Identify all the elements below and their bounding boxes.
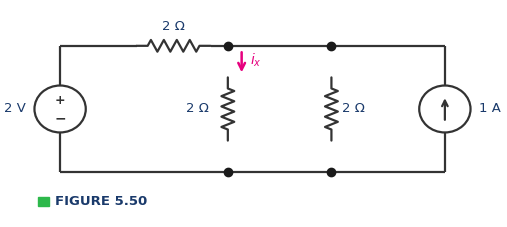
Text: 2 Ω: 2 Ω: [162, 20, 185, 33]
Text: −: −: [54, 112, 66, 126]
Bar: [38, 197, 49, 206]
Text: FIGURE 5.50: FIGURE 5.50: [55, 195, 147, 208]
Text: 2 V: 2 V: [4, 102, 25, 116]
Text: 1 A: 1 A: [480, 102, 501, 116]
Text: $i_x$: $i_x$: [249, 51, 261, 69]
Text: 2 Ω: 2 Ω: [342, 102, 365, 116]
Text: +: +: [55, 94, 65, 106]
Text: 2 Ω: 2 Ω: [186, 102, 209, 116]
